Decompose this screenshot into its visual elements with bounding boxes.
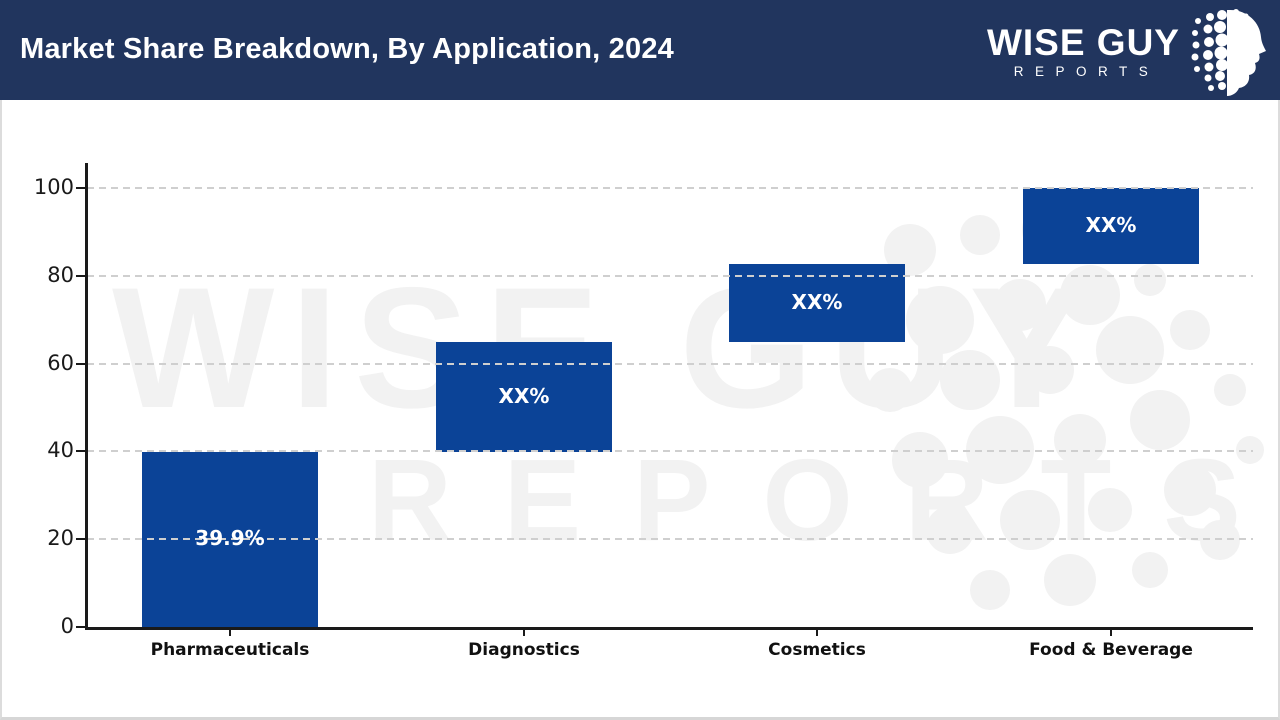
logo-head-icon — [1191, 9, 1266, 96]
y-tick-mark — [76, 362, 85, 365]
wise-guy-reports-logo: WISE GUY REPORTS — [987, 6, 1268, 96]
category-label: Cosmetics — [768, 640, 866, 660]
page-title: Market Share Breakdown, By Application, … — [20, 33, 674, 65]
y-tick-label: 0 — [60, 614, 74, 638]
y-tick-mark — [76, 274, 85, 277]
gridline — [87, 274, 1253, 277]
bar-value-label: XX% — [498, 383, 550, 408]
logo-wordmark: WISE GUY — [986, 22, 1180, 64]
logo-subtitle: REPORTS — [1013, 63, 1160, 79]
category-label: Food & Beverage — [1029, 640, 1193, 660]
y-tick-mark — [76, 626, 85, 628]
gridline — [87, 187, 1253, 189]
x-tick-mark — [229, 627, 231, 636]
x-axis — [85, 627, 1253, 630]
bar-value-label: 39.9% — [195, 526, 265, 551]
y-tick-mark — [76, 538, 85, 541]
x-tick-mark — [523, 627, 525, 636]
x-tick-mark — [816, 627, 818, 636]
header-bar: Market Share Breakdown, By Application, … — [0, 0, 1280, 100]
gridline — [87, 362, 1253, 365]
category-label: Pharmaceuticals — [150, 640, 310, 660]
y-tick-label: 20 — [47, 526, 74, 551]
y-tick-mark — [76, 450, 85, 453]
gridline — [87, 450, 1253, 453]
category-label: Diagnostics — [468, 640, 580, 660]
bar-diagnostics — [436, 341, 612, 452]
y-axis — [85, 163, 88, 630]
bar-value-label: XX% — [1085, 212, 1137, 237]
gridline — [87, 538, 1253, 541]
y-tick-label: 100 — [33, 175, 74, 199]
y-tick-label: 80 — [47, 262, 74, 287]
y-tick-mark — [76, 187, 85, 189]
y-tick-label: 60 — [47, 350, 74, 375]
bar-food-beverage — [1023, 188, 1199, 264]
bar-value-label: XX% — [791, 289, 843, 314]
y-tick-label: 40 — [47, 438, 74, 463]
logo-text: WISE GUY REPORTS — [986, 22, 1180, 79]
x-tick-mark — [1110, 627, 1112, 636]
